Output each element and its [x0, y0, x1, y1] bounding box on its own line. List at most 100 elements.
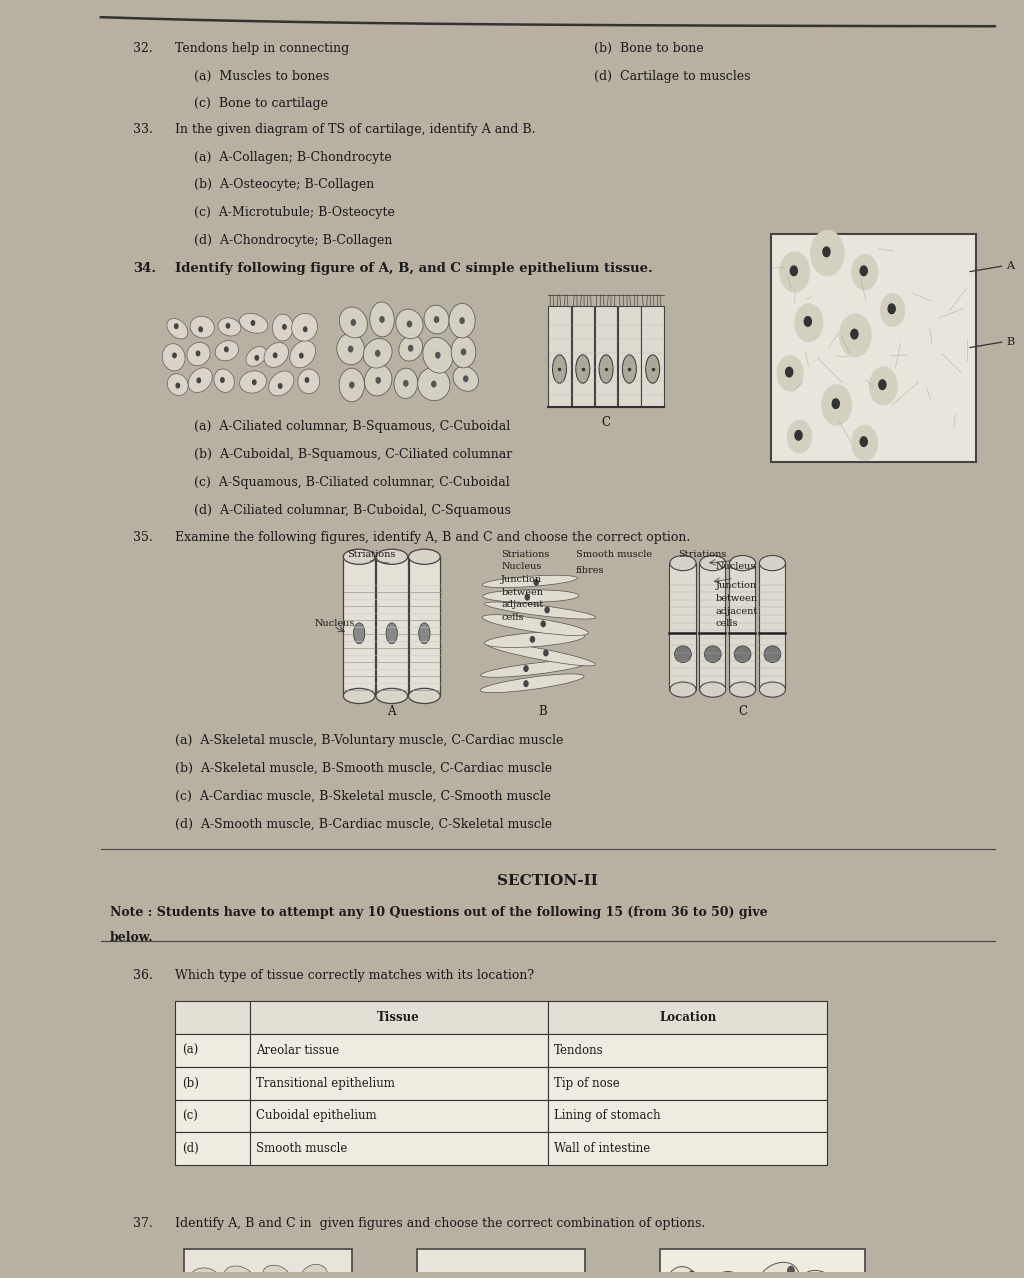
Ellipse shape	[190, 1268, 220, 1278]
Circle shape	[348, 346, 352, 351]
Text: Striations: Striations	[678, 550, 727, 558]
Circle shape	[238, 1274, 242, 1278]
Ellipse shape	[480, 674, 584, 693]
Ellipse shape	[670, 556, 696, 571]
Text: Lining of stomach: Lining of stomach	[554, 1109, 660, 1122]
Ellipse shape	[646, 355, 659, 383]
Ellipse shape	[218, 318, 241, 336]
Circle shape	[462, 349, 466, 355]
Text: Identify following figure of A, B, and C simple epithelium tissue.: Identify following figure of A, B, and C…	[175, 262, 653, 275]
Circle shape	[376, 350, 380, 357]
Text: between: between	[716, 594, 758, 603]
Text: B: B	[539, 705, 548, 718]
Bar	[175, 1132, 250, 1166]
Text: Note : Students have to attempt any 10 Questions out of the following 15 (from 3: Note : Students have to attempt any 10 Q…	[110, 906, 768, 919]
Text: (a)  Muscles to bones: (a) Muscles to bones	[194, 69, 329, 83]
Ellipse shape	[423, 337, 453, 373]
Ellipse shape	[482, 615, 589, 635]
Ellipse shape	[757, 1263, 799, 1278]
Text: Wall of intestine: Wall of intestine	[554, 1143, 650, 1155]
Ellipse shape	[449, 303, 475, 337]
Text: 34.: 34.	[133, 262, 157, 275]
Circle shape	[840, 314, 871, 357]
Text: Striations: Striations	[502, 550, 550, 558]
Text: 32.: 32.	[133, 42, 153, 55]
Circle shape	[860, 437, 867, 446]
Text: Nucleus: Nucleus	[716, 562, 756, 571]
Ellipse shape	[699, 682, 726, 698]
Circle shape	[795, 431, 802, 440]
Circle shape	[255, 355, 258, 360]
Bar	[548, 307, 570, 408]
Circle shape	[881, 294, 905, 326]
Circle shape	[460, 318, 464, 323]
Circle shape	[409, 345, 413, 351]
Bar	[175, 1001, 250, 1034]
Ellipse shape	[418, 368, 450, 401]
Ellipse shape	[272, 314, 293, 341]
Circle shape	[804, 317, 811, 326]
Circle shape	[350, 382, 354, 387]
Text: (b): (b)	[181, 1076, 199, 1090]
Circle shape	[197, 351, 200, 355]
Ellipse shape	[337, 334, 365, 364]
Text: (d): (d)	[181, 1143, 199, 1155]
Circle shape	[689, 1272, 695, 1278]
Text: fibres: fibres	[575, 566, 604, 575]
Text: adjacent: adjacent	[502, 601, 544, 610]
Circle shape	[199, 327, 203, 331]
Text: Nucleus: Nucleus	[502, 562, 542, 571]
Text: (d)  A-Smooth muscle, B-Cardiac muscle, C-Skeletal muscle: (d) A-Smooth muscle, B-Cardiac muscle, C…	[175, 818, 552, 831]
Circle shape	[253, 380, 256, 385]
Circle shape	[785, 367, 793, 377]
Circle shape	[888, 304, 895, 313]
Ellipse shape	[167, 318, 187, 339]
Bar	[175, 1067, 250, 1099]
Text: Identify A, B and C in  given figures and choose the correct combination of opti: Identify A, B and C in given figures and…	[175, 1217, 706, 1231]
Text: B: B	[1007, 336, 1015, 346]
Text: (b)  A-Osteocyte; B-Collagen: (b) A-Osteocyte; B-Collagen	[194, 179, 374, 192]
Bar	[250, 1099, 548, 1132]
Circle shape	[311, 1273, 315, 1278]
Ellipse shape	[575, 355, 590, 383]
Ellipse shape	[424, 305, 450, 334]
Text: Junction: Junction	[502, 575, 543, 584]
Text: C: C	[738, 705, 748, 718]
Circle shape	[524, 666, 528, 671]
Circle shape	[852, 426, 878, 460]
Bar	[729, 564, 755, 690]
Ellipse shape	[246, 346, 266, 367]
Circle shape	[403, 381, 408, 386]
Ellipse shape	[452, 336, 476, 368]
Circle shape	[434, 317, 438, 322]
Text: (c)  A-Cardiac muscle, B-Skeletal muscle, C-Smooth muscle: (c) A-Cardiac muscle, B-Skeletal muscle,…	[175, 790, 551, 803]
Ellipse shape	[298, 369, 319, 394]
Bar	[250, 1067, 548, 1099]
Ellipse shape	[409, 689, 440, 703]
Circle shape	[530, 636, 535, 642]
Bar	[184, 1249, 352, 1278]
Ellipse shape	[264, 343, 289, 367]
Text: (a)  A-Skeletal muscle, B-Voluntary muscle, C-Cardiac muscle: (a) A-Skeletal muscle, B-Voluntary muscl…	[175, 734, 563, 746]
Circle shape	[436, 353, 440, 358]
Text: (d)  Cartilage to muscles: (d) Cartilage to muscles	[594, 69, 751, 83]
Bar	[250, 1001, 548, 1034]
Ellipse shape	[301, 1264, 328, 1278]
Ellipse shape	[486, 643, 596, 666]
Bar	[641, 307, 664, 408]
Ellipse shape	[409, 550, 440, 565]
Text: below.: below.	[110, 932, 154, 944]
Ellipse shape	[214, 369, 234, 392]
Ellipse shape	[675, 645, 691, 662]
Text: adjacent: adjacent	[716, 607, 758, 616]
Bar	[548, 1034, 827, 1067]
Circle shape	[224, 348, 228, 351]
Ellipse shape	[187, 343, 210, 366]
Circle shape	[829, 1274, 836, 1278]
Text: Which type of tissue correctly matches with its location?: Which type of tissue correctly matches w…	[175, 969, 535, 983]
Bar	[571, 307, 594, 408]
Ellipse shape	[339, 307, 368, 337]
Bar	[771, 234, 977, 461]
Text: Tip of nose: Tip of nose	[554, 1076, 621, 1090]
Bar	[343, 557, 375, 697]
